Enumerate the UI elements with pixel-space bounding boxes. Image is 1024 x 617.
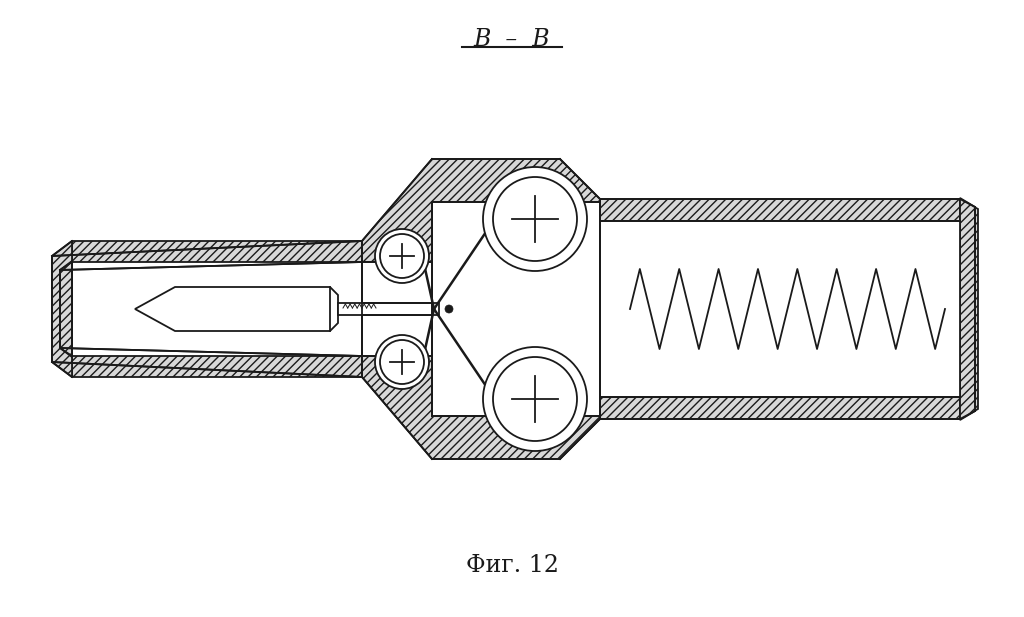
Polygon shape bbox=[961, 199, 978, 419]
Polygon shape bbox=[961, 198, 975, 420]
Polygon shape bbox=[600, 221, 961, 397]
Text: B  –  B: B – B bbox=[474, 28, 550, 51]
Circle shape bbox=[493, 357, 577, 441]
Circle shape bbox=[375, 335, 429, 389]
Polygon shape bbox=[52, 241, 72, 377]
Circle shape bbox=[493, 177, 577, 261]
Polygon shape bbox=[600, 199, 961, 221]
Polygon shape bbox=[432, 202, 600, 416]
Polygon shape bbox=[338, 303, 439, 315]
Text: Фиг. 12: Фиг. 12 bbox=[466, 553, 558, 576]
Polygon shape bbox=[600, 397, 961, 419]
Polygon shape bbox=[135, 287, 338, 331]
Circle shape bbox=[375, 229, 429, 283]
Circle shape bbox=[380, 234, 424, 278]
Circle shape bbox=[445, 305, 453, 313]
Polygon shape bbox=[362, 315, 432, 356]
Circle shape bbox=[380, 340, 424, 384]
Polygon shape bbox=[72, 356, 362, 377]
Circle shape bbox=[483, 167, 587, 271]
Circle shape bbox=[483, 347, 587, 451]
Polygon shape bbox=[362, 159, 600, 459]
Polygon shape bbox=[72, 241, 362, 262]
Polygon shape bbox=[362, 262, 432, 303]
